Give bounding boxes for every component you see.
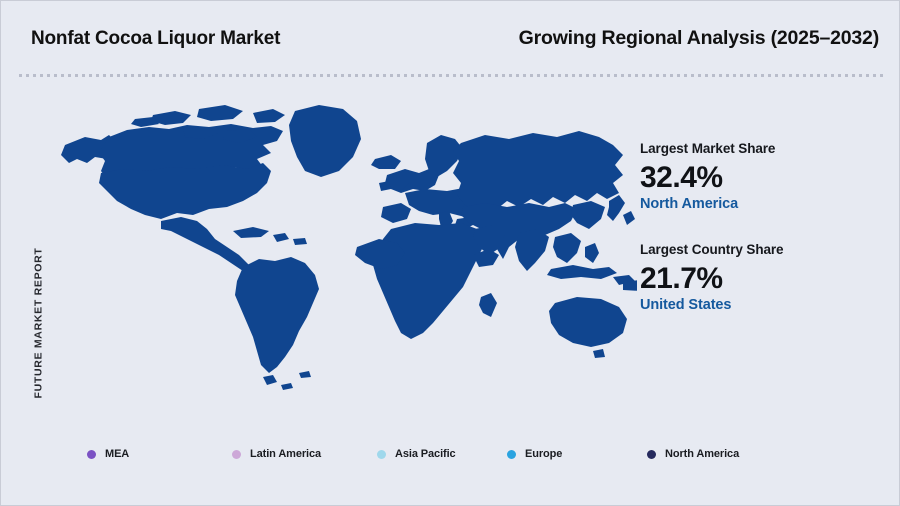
brand-label: FUTURE MARKET REPORT (33, 247, 45, 399)
legend-item-europe[interactable]: Europe (507, 448, 562, 460)
header-subtitle: Growing Regional Analysis (2025–2032) (518, 27, 880, 49)
header: Nonfat Cocoa Liquor Market Growing Regio… (1, 1, 899, 76)
world-map (57, 97, 637, 397)
legend-label: Latin America (250, 448, 322, 460)
page-title: Nonfat Cocoa Liquor Market (31, 27, 281, 49)
map-legend: MEA Latin America Asia Pacific Europe No… (87, 448, 817, 468)
stat-largest-market-share: Largest Market Share 32.4% North America (640, 141, 890, 212)
legend-label: Europe (525, 448, 563, 460)
map-landmass (61, 105, 637, 390)
legend-swatch-icon (232, 449, 241, 459)
header-divider (19, 74, 883, 77)
legend-label: North America (665, 448, 740, 460)
stat-value: 32.4% (640, 161, 723, 194)
stat-region: North America (640, 196, 739, 213)
stat-label: Largest Market Share (640, 141, 776, 156)
legend-label: MEA (105, 448, 130, 460)
legend-item-asia-pacific[interactable]: Asia Pacific (377, 448, 456, 460)
legend-swatch-icon (647, 449, 656, 459)
stat-value: 21.7% (640, 262, 723, 296)
stat-region: United States (640, 297, 732, 314)
legend-swatch-icon (377, 449, 386, 459)
legend-swatch-icon (87, 449, 96, 459)
legend-item-mea[interactable]: MEA (87, 448, 129, 460)
brand-watermark: FUTURE MARKET REPORT (29, 233, 49, 413)
stat-largest-country-share: Largest Country Share 21.7% United State… (640, 242, 890, 313)
stats-panel: Largest Market Share 32.4% North America… (640, 141, 890, 343)
legend-swatch-icon (507, 449, 516, 459)
stat-label: Largest Country Share (640, 242, 784, 258)
legend-item-latin-america[interactable]: Latin America (232, 448, 321, 460)
legend-item-north-america[interactable]: North America (647, 448, 739, 460)
legend-label: Asia Pacific (395, 448, 456, 460)
